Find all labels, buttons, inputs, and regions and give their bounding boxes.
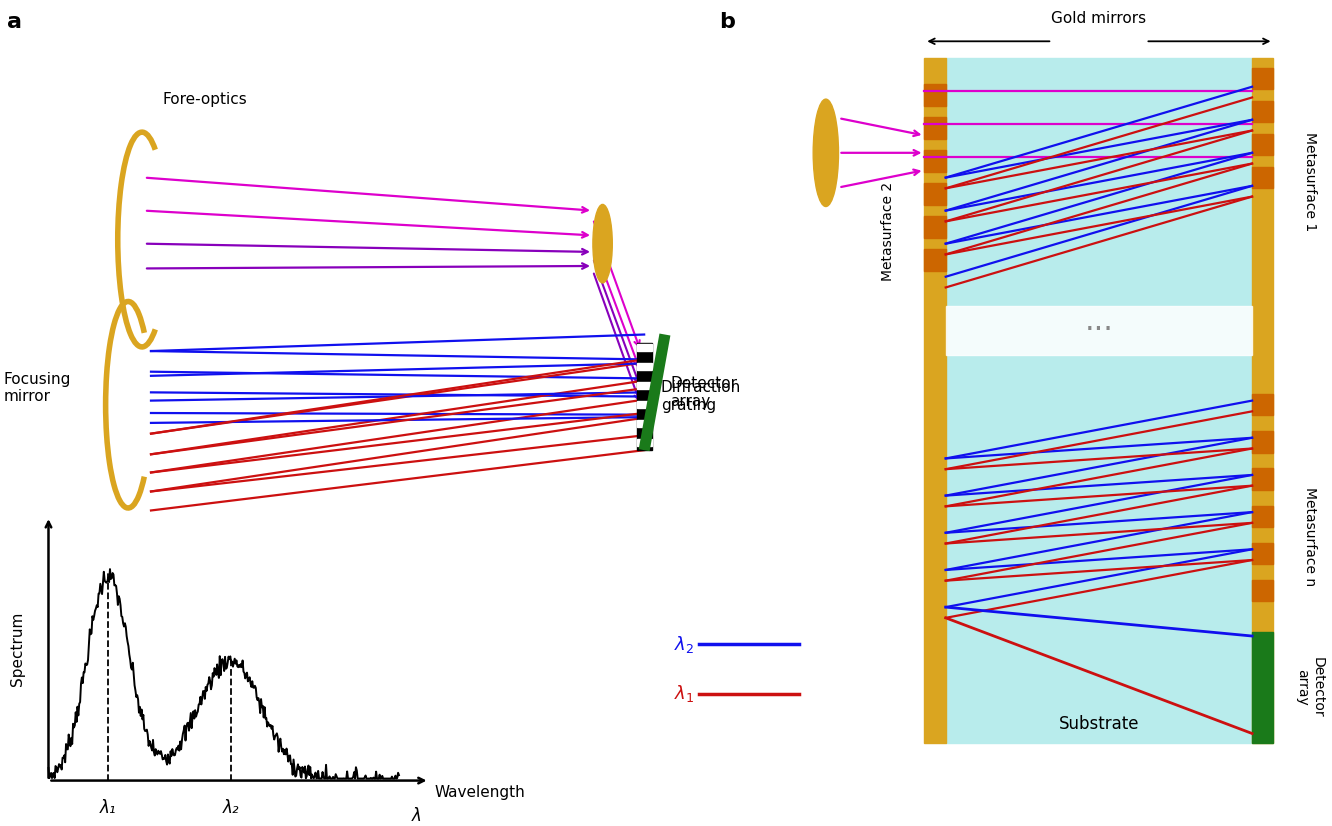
Bar	[946, 306, 1252, 355]
Bar	[1252, 543, 1273, 564]
Bar	[924, 84, 946, 106]
Text: Metasurface 2: Metasurface 2	[880, 182, 895, 281]
Bar	[924, 150, 946, 172]
Bar	[637, 344, 653, 351]
Bar	[1252, 134, 1273, 155]
Ellipse shape	[813, 99, 839, 206]
Text: Gold mirrors: Gold mirrors	[1051, 12, 1147, 26]
Bar	[1252, 101, 1273, 122]
Text: Fore-optics: Fore-optics	[163, 93, 248, 107]
Bar	[1252, 58, 1273, 743]
Text: ···: ···	[1084, 316, 1114, 345]
Text: Spectrum: Spectrum	[9, 611, 25, 686]
Text: Detector
array: Detector array	[670, 376, 738, 409]
Bar	[924, 249, 946, 271]
Bar	[924, 183, 946, 205]
Text: Diffraction
grating: Diffraction grating	[661, 380, 741, 413]
Bar	[1252, 580, 1273, 601]
Bar	[1252, 506, 1273, 527]
Bar	[1252, 167, 1273, 188]
Bar	[1252, 68, 1273, 89]
Bar	[1252, 394, 1273, 415]
Text: Detector
array: Detector array	[1295, 657, 1325, 718]
Bar	[637, 401, 653, 408]
Bar	[1252, 431, 1273, 453]
Text: λ₁: λ₁	[100, 799, 116, 817]
Text: Metasurface 1: Metasurface 1	[1303, 132, 1317, 231]
Bar	[637, 439, 653, 446]
Bar	[637, 420, 653, 427]
Text: Substrate: Substrate	[1059, 715, 1139, 733]
Text: Focusing
mirror: Focusing mirror	[4, 372, 71, 405]
Text: $\lambda_2$: $\lambda_2$	[674, 634, 694, 655]
Text: b: b	[719, 12, 735, 32]
Bar	[924, 58, 946, 743]
Text: $\lambda_1$: $\lambda_1$	[674, 683, 694, 705]
Bar	[1252, 632, 1273, 743]
Bar	[637, 382, 653, 389]
Bar	[637, 363, 653, 370]
Ellipse shape	[593, 204, 613, 282]
Bar	[637, 343, 653, 450]
Text: Metasurface n: Metasurface n	[1303, 487, 1317, 586]
Bar	[1252, 468, 1273, 490]
Bar	[946, 58, 1252, 743]
Bar	[924, 216, 946, 238]
Text: λ₂: λ₂	[222, 799, 238, 817]
Bar	[924, 117, 946, 139]
Text: λ: λ	[412, 807, 422, 825]
Text: a: a	[7, 12, 21, 32]
Text: Wavelength: Wavelength	[436, 785, 526, 800]
